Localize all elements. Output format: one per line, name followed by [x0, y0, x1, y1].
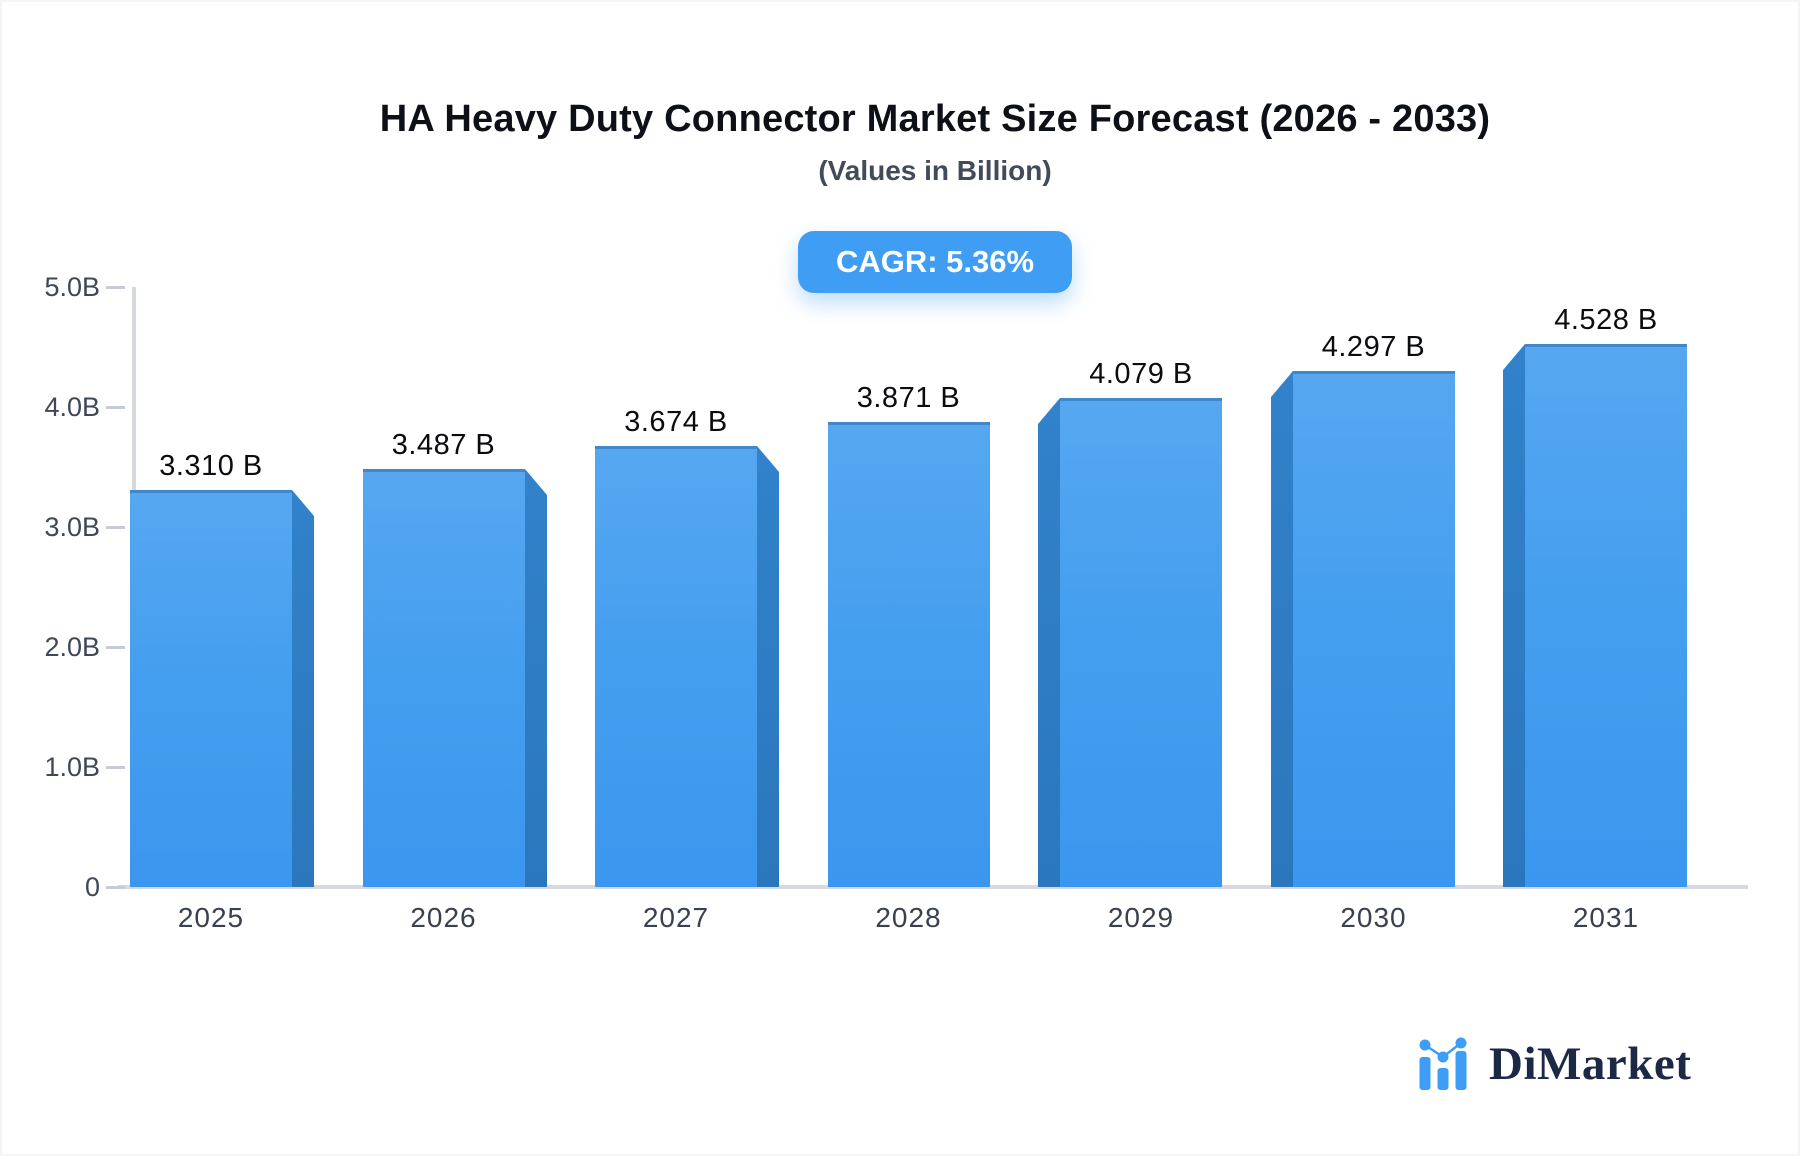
chart-header: HA Heavy Duty Connector Market Size Fore…	[72, 2, 1798, 293]
bar-3d-side-2029	[1038, 398, 1060, 887]
bar-3d-side-2026	[525, 469, 547, 887]
x-axis-label-2029: 2029	[1107, 902, 1175, 933]
y-axis-tick-label: 2.0B	[44, 632, 100, 662]
x-axis-baseline	[118, 885, 1748, 889]
x-axis-label-2027: 2027	[642, 902, 710, 933]
bar-3d-side-2031	[1503, 344, 1525, 887]
cagr-badge: CAGR: 5.36%	[798, 231, 1072, 293]
bar-2025[interactable]	[130, 490, 292, 887]
x-axis-label-2030: 2030	[1340, 902, 1407, 933]
y-axis-tick-dash	[106, 886, 125, 889]
y-axis-tick-dash	[106, 526, 125, 529]
bar-2028[interactable]	[828, 422, 990, 887]
bar-value-label: 3.310 B	[159, 450, 263, 482]
chart-subtitle: (Values in Billion)	[818, 155, 1052, 186]
x-axis-label-2028: 2028	[875, 902, 942, 933]
y-axis-tick-dash	[106, 646, 125, 649]
bar-2026[interactable]	[363, 469, 525, 887]
y-axis-tick-label: 0	[84, 872, 100, 902]
bar-2027[interactable]	[595, 446, 757, 887]
bar-value-label: 3.871 B	[856, 382, 961, 414]
x-axis-label-2025: 2025	[177, 902, 245, 933]
bar-2029[interactable]	[1060, 398, 1222, 887]
y-axis-tick-label: 3.0B	[44, 512, 100, 542]
y-axis-tick-label: 5.0B	[44, 272, 100, 302]
chart-title: HA Heavy Duty Connector Market Size Fore…	[379, 98, 1491, 140]
x-axis-label-2026: 2026	[410, 902, 477, 933]
bar-value-label: 4.297 B	[1321, 331, 1426, 363]
bar-value-label: 4.528 B	[1554, 304, 1658, 336]
bar-3d-side-2025	[292, 490, 314, 887]
dimarket-logo: DiMarket	[1414, 1034, 1691, 1094]
mini-bar-line-chart-icon	[1419, 1037, 1467, 1090]
y-axis-tick-label: 4.0B	[44, 392, 100, 422]
logo-wordmark: DiMarket	[1489, 1038, 1692, 1090]
x-axis-label-2031: 2031	[1572, 902, 1640, 933]
y-axis-tick-dash	[106, 766, 125, 769]
bar-value-label: 3.674 B	[624, 406, 728, 438]
y-axis-tick-label: 1.0B	[44, 752, 100, 782]
bar-2031[interactable]	[1525, 344, 1687, 887]
bar-value-label: 3.487 B	[391, 429, 496, 461]
y-axis-tick-dash	[106, 286, 125, 289]
bar-3d-side-2027	[757, 446, 779, 887]
bar-3d-side-2030	[1271, 371, 1293, 887]
bar-value-label: 4.079 B	[1089, 358, 1193, 390]
bar-2030[interactable]	[1293, 371, 1455, 887]
y-axis-tick-dash	[106, 406, 125, 409]
